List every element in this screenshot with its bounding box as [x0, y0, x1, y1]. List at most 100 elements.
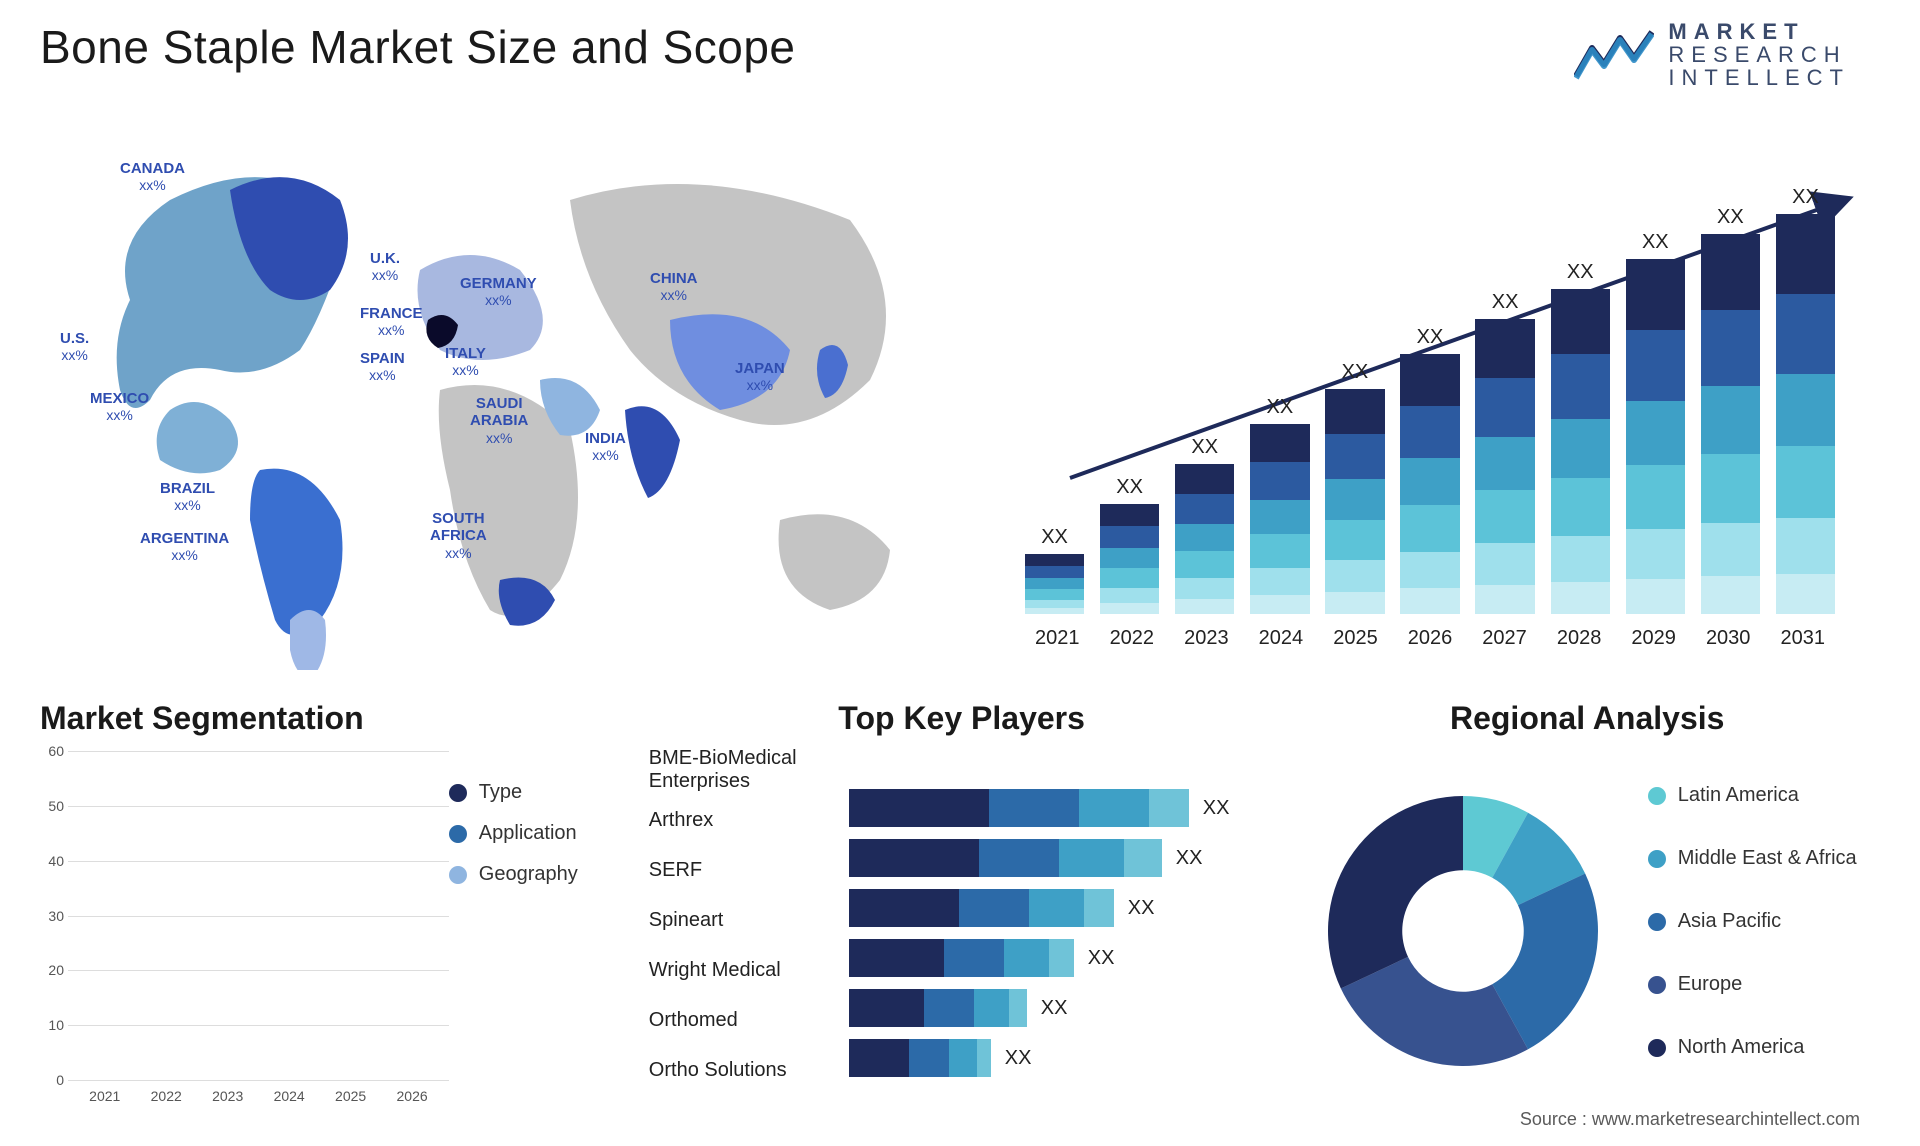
- segmentation-xaxis-label: 2022: [135, 1088, 196, 1104]
- player-bar-segment: [849, 839, 979, 877]
- growth-bar: XX: [1170, 464, 1239, 614]
- growth-chart-panel: XXXXXXXXXXXXXXXXXXXXXX 20212022202320242…: [960, 120, 1880, 670]
- logo-line3: INTELLECT: [1668, 66, 1850, 89]
- map-label-pct: xx%: [160, 497, 215, 513]
- segmentation-stacked-bar-chart: 0102030405060 202120222023202420252026: [40, 751, 449, 1110]
- map-label: FRANCExx%: [360, 305, 423, 338]
- growth-bar-segment: [1025, 578, 1084, 589]
- player-value-label: XX: [1128, 897, 1155, 920]
- growth-bar-value-label: XX: [1245, 396, 1314, 420]
- map-label-pct: xx%: [370, 267, 400, 283]
- player-bar-row: XX: [849, 939, 1275, 977]
- growth-bar-segment: [1475, 378, 1534, 437]
- growth-bar-segment: [1400, 505, 1459, 552]
- player-bar-row: XX: [849, 1039, 1275, 1077]
- growth-bar: XX: [1471, 319, 1540, 614]
- player-bar-segment: [1059, 839, 1124, 877]
- regional-legend: Latin AmericaMiddle East & AfricaAsia Pa…: [1648, 784, 1857, 1077]
- map-label-pct: xx%: [90, 407, 149, 423]
- player-bar-segment: [949, 1039, 977, 1077]
- map-label: BRAZILxx%: [160, 480, 215, 513]
- player-bar-segment: [977, 1039, 991, 1077]
- growth-bar-value-label: XX: [1320, 361, 1389, 385]
- player-bar-segment: [1029, 889, 1084, 927]
- growth-xaxis-label: 2026: [1393, 627, 1468, 650]
- growth-bar-segment: [1325, 434, 1384, 479]
- growth-xaxis-label: 2028: [1542, 627, 1617, 650]
- legend-label: North America: [1678, 1036, 1805, 1059]
- growth-bar-segment: [1025, 608, 1084, 614]
- growth-bar-segment: [1701, 386, 1760, 454]
- growth-bar-value-label: XX: [1020, 526, 1089, 550]
- legend-dot-icon: [449, 866, 467, 884]
- growth-bar: XX: [1095, 504, 1164, 614]
- map-label-pct: xx%: [650, 287, 698, 303]
- segmentation-legend-item: Geography: [449, 863, 629, 886]
- player-name-label: Ortho Solutions: [649, 1051, 849, 1089]
- map-label: SAUDIARABIAxx%: [470, 395, 528, 446]
- player-value-label: XX: [1005, 1047, 1032, 1070]
- growth-bar-segment: [1551, 419, 1610, 478]
- player-bar-segment: [974, 989, 1009, 1027]
- map-label-name: CHINA: [650, 270, 698, 287]
- map-label-name: U.K.: [370, 250, 400, 267]
- legend-dot-icon: [1648, 976, 1666, 994]
- growth-bar: XX: [1245, 424, 1314, 614]
- map-label: U.K.xx%: [370, 250, 400, 283]
- growth-bar-segment: [1100, 526, 1159, 548]
- world-map-panel: CANADAxx%U.S.xx%MEXICOxx%BRAZILxx%ARGENT…: [40, 120, 960, 670]
- growth-bar-segment: [1025, 600, 1084, 608]
- growth-bar-segment: [1025, 566, 1084, 578]
- map-label-pct: xx%: [470, 430, 528, 446]
- regional-legend-item: Europe: [1648, 973, 1857, 996]
- player-bar-segment: [1049, 939, 1074, 977]
- map-label-pct: xx%: [60, 347, 89, 363]
- segmentation-xaxis-label: 2025: [320, 1088, 381, 1104]
- growth-bar-segment: [1025, 554, 1084, 566]
- legend-dot-icon: [1648, 787, 1666, 805]
- growth-bar-segment: [1100, 603, 1159, 614]
- player-bar-segment: [849, 1039, 909, 1077]
- player-bar-segment: [1009, 989, 1027, 1027]
- growth-bar-segment: [1175, 578, 1234, 599]
- regional-donut-chart: [1318, 786, 1608, 1076]
- growth-bar-segment: [1250, 595, 1309, 614]
- growth-bar-segment: [1551, 354, 1610, 419]
- segmentation-legend-item: Type: [449, 781, 629, 804]
- segmentation-gridline: [68, 1080, 449, 1081]
- regional-legend-item: Middle East & Africa: [1648, 847, 1857, 870]
- growth-xaxis-label: 2031: [1765, 627, 1840, 650]
- growth-bar: XX: [1395, 354, 1464, 614]
- map-label: JAPANxx%: [735, 360, 785, 393]
- segmentation-legend: TypeApplicationGeography: [449, 751, 629, 1110]
- growth-bar-segment: [1250, 500, 1309, 534]
- segmentation-ytick: 0: [40, 1072, 64, 1088]
- legend-label: Geography: [479, 863, 578, 886]
- map-label-name: JAPAN: [735, 360, 785, 377]
- player-bar-segment: [1084, 889, 1114, 927]
- growth-bar-segment: [1400, 552, 1459, 588]
- segmentation-ytick: 30: [40, 908, 64, 924]
- map-label: CANADAxx%: [120, 160, 185, 193]
- player-name-label: SERF: [649, 851, 849, 889]
- growth-bar-segment: [1776, 574, 1835, 614]
- player-bar-segment: [924, 989, 974, 1027]
- player-bar-segment: [959, 889, 1029, 927]
- legend-label: Type: [479, 781, 522, 804]
- page-title: Bone Staple Market Size and Scope: [40, 20, 796, 74]
- map-label-name: INDIA: [585, 430, 626, 447]
- player-bar-row: XX: [849, 839, 1275, 877]
- player-bar-segment: [909, 1039, 949, 1077]
- map-label-name: U.S.: [60, 330, 89, 347]
- player-value-label: XX: [1176, 847, 1203, 870]
- map-label: U.S.xx%: [60, 330, 89, 363]
- key-players-title: Top Key Players: [649, 700, 1275, 737]
- player-bar-segment: [979, 839, 1059, 877]
- growth-bar-segment: [1325, 479, 1384, 520]
- growth-bar-segment: [1475, 437, 1534, 490]
- growth-bar-segment: [1475, 319, 1534, 378]
- player-bar-row: XX: [849, 889, 1275, 927]
- map-label: MEXICOxx%: [90, 390, 149, 423]
- growth-bar-value-label: XX: [1546, 261, 1615, 285]
- player-bar-row: XX: [849, 989, 1275, 1027]
